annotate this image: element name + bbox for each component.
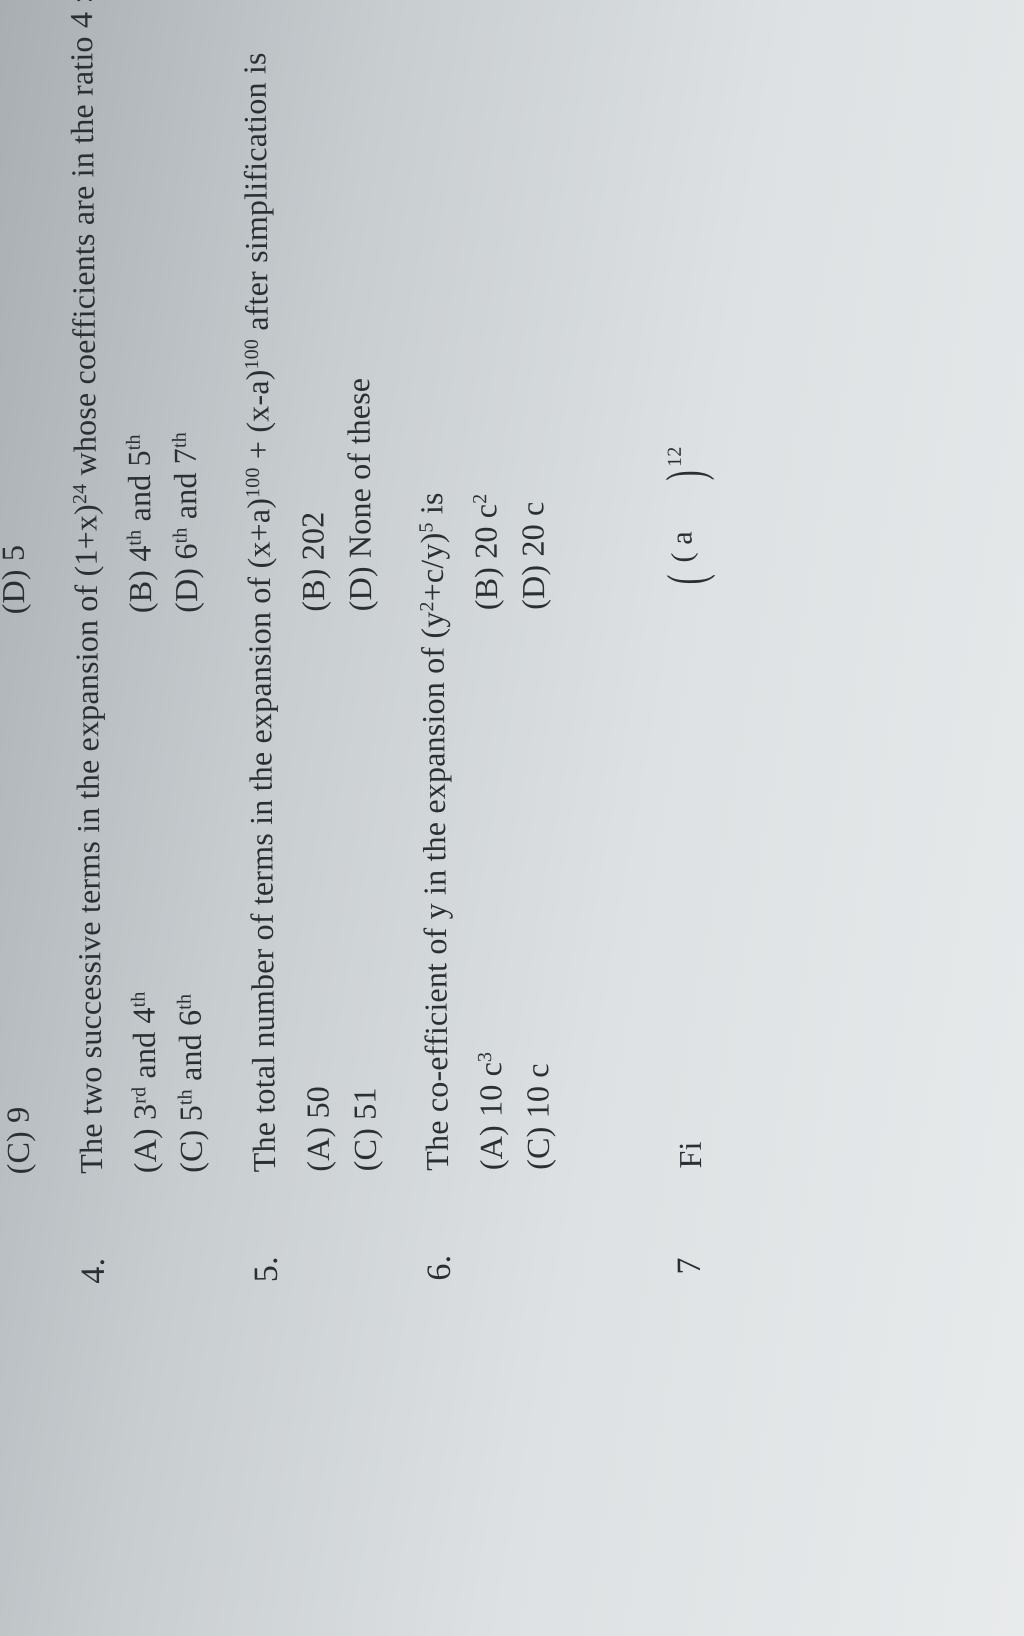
question-options: (A) 3rd and 4th (B) 4th and 5th (C) 5th … (110, 0, 215, 1173)
opt-text: (B) 4 (122, 545, 159, 613)
stem-text: is (413, 492, 449, 522)
stem-text: + (x-a) (239, 369, 276, 467)
option-c: (C) 5th and 6th (164, 613, 215, 1173)
question-options: (A) 7 (B) 6 (C) 9 (D) 5 (0, 0, 42, 1175)
question-3: 3. If in the expansion of ( 3 √2 + 1 3 √… (0, 0, 42, 1176)
stem-text-cut: whose coefficients are in the ratio 4 :1… (62, 0, 103, 484)
option-b: (B) 20 c2 (456, 0, 510, 610)
opt-text: (A) 3 (127, 1104, 164, 1174)
option-b: (B) 4th and 5th (110, 0, 164, 613)
option-d: (D) 20 c (502, 0, 556, 610)
opt-text: and 4 (126, 1007, 163, 1087)
frag-text: ( a (665, 531, 698, 563)
worksheet-page: (C) n + 2 (D) n + 1 3. If in the expansi… (0, 0, 722, 1337)
question-options: (A) 50 (B) 202 (C) 51 (D) None of these (283, 0, 388, 1172)
exponent-100: 100 (241, 339, 263, 370)
stem-text: The total number of terms in the expansi… (240, 498, 282, 1173)
opt-text: and 7 (167, 448, 204, 528)
stem-text: The co-efficient of y in the expansion o… (414, 611, 455, 1170)
exponent-24: 24 (69, 484, 91, 505)
exponent-100: 100 (242, 467, 264, 498)
stem-text: after simplification is (236, 52, 274, 339)
option-b: (B) 202 (283, 0, 337, 612)
option-d: (D) 5 (0, 0, 37, 615)
question-5: 5. The total number of terms in the expa… (229, 0, 389, 1172)
option-c: (C) 9 (0, 614, 42, 1174)
exponent: 2 (470, 493, 492, 503)
option-a: (A) 50 (290, 612, 341, 1172)
question-7-expr-fragment: ( ( a )12 (659, 446, 704, 588)
question-6: 6. The co-efficient of y in the expansio… (402, 0, 562, 1171)
option-c: (C) 10 c (510, 610, 561, 1170)
question-stem: The two successive terms in the expansio… (55, 0, 114, 1174)
question-stem: The total number of terms in the expansi… (229, 0, 288, 1172)
ordinal: th (170, 527, 192, 543)
opt-text: and 6 (172, 1010, 209, 1090)
option-d: (D) 6th and 7th (156, 0, 210, 613)
ordinal: th (169, 432, 191, 448)
exponent-2: 2 (416, 601, 438, 611)
opt-text: (C) 5 (173, 1105, 210, 1173)
question-number: 4. (68, 1258, 118, 1284)
ordinal: th (174, 994, 196, 1010)
ordinal: th (124, 530, 146, 546)
opt-text: (A) 10 c (473, 1062, 510, 1171)
option-a: (A) 3rd and 4th (117, 613, 168, 1173)
exponent-12: 12 (663, 446, 685, 467)
exponent-5: 5 (415, 522, 437, 532)
opt-text: (B) 20 c (468, 504, 505, 611)
question-4: 4. The two successive terms in the expan… (55, 0, 215, 1174)
question-number-7: 7 (665, 1257, 714, 1275)
question-stem: The co-efficient of y in the expansion o… (402, 0, 461, 1171)
stem-text: The two successive terms in the expansio… (67, 504, 109, 1174)
stem-text: +c/y) (414, 532, 451, 601)
question-number: 5. (242, 1256, 292, 1282)
ordinal: th (128, 991, 150, 1007)
ordinal: th (175, 1089, 197, 1105)
opt-text: and 5 (121, 450, 158, 530)
question-options: (A) 10 c3 (B) 20 c2 (C) 10 c (D) 20 c (456, 0, 561, 1170)
opt-text: (D) 6 (168, 543, 205, 613)
ordinal: rd (128, 1087, 150, 1104)
exponent: 3 (474, 1052, 496, 1062)
ordinal: th (123, 434, 145, 450)
question-number: 6. (415, 1255, 465, 1281)
option-a: (A) 10 c3 (464, 610, 515, 1170)
option-c: (C) 51 (337, 611, 388, 1171)
option-d: (D) None of these (329, 0, 383, 612)
question-7-fragment: Fi (666, 1141, 713, 1168)
